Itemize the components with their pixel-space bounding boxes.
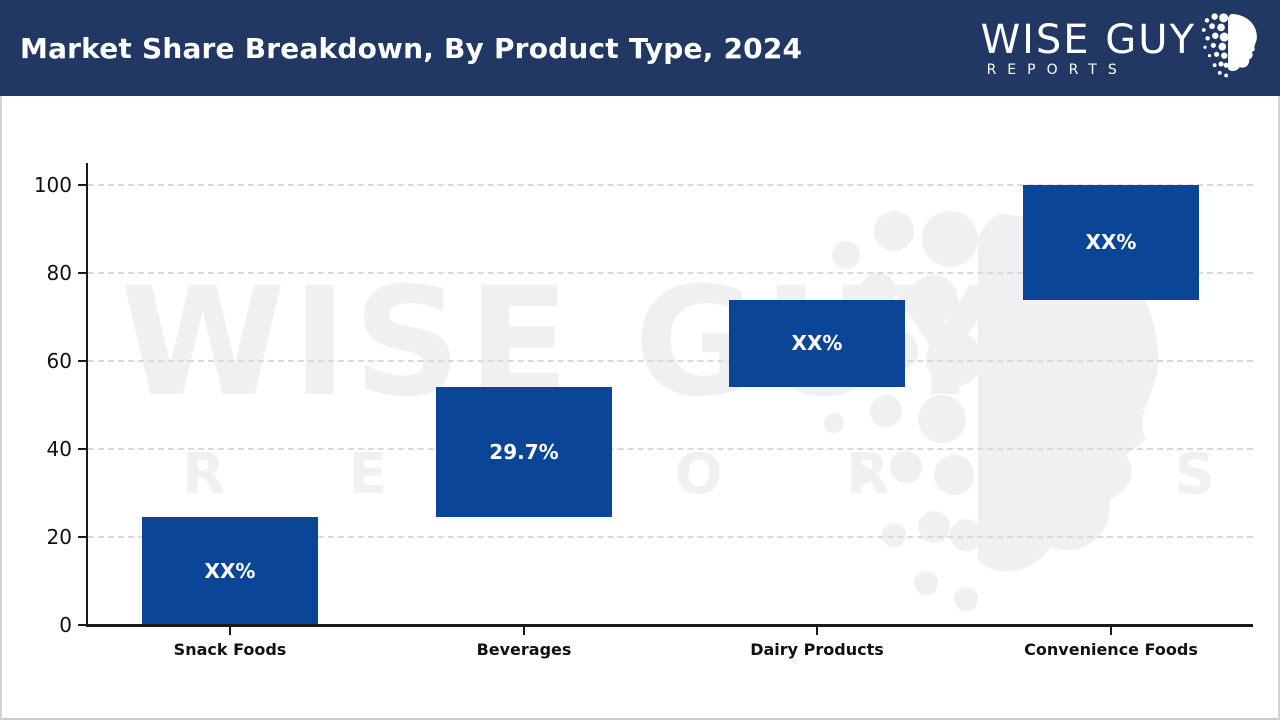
y-tick-mark xyxy=(78,360,86,362)
y-tick-label: 40 xyxy=(46,437,72,461)
watermark-head-dots-icon xyxy=(790,185,1190,649)
gridline xyxy=(88,272,1253,274)
gridline xyxy=(88,184,1253,186)
x-tick-label: Snack Foods xyxy=(173,640,287,659)
y-tick-label: 0 xyxy=(59,613,72,637)
y-tick-label: 20 xyxy=(46,525,72,549)
gridline xyxy=(88,360,1253,362)
page-title: Market Share Breakdown, By Product Type,… xyxy=(20,31,803,65)
x-tick-label: Dairy Products xyxy=(750,640,884,659)
y-tick-mark xyxy=(78,624,86,626)
x-tick-label: Convenience Foods xyxy=(1024,640,1198,659)
y-axis-spine xyxy=(86,163,88,625)
y-tick-mark xyxy=(78,272,86,274)
x-tick-label: Beverages xyxy=(476,640,572,659)
bar-value-label: XX% xyxy=(791,331,843,356)
bar-value-label: 29.7% xyxy=(489,439,559,464)
x-axis-spine xyxy=(86,624,1253,627)
x-tick-mark xyxy=(1110,627,1112,635)
bar-segment xyxy=(729,299,905,387)
y-tick-mark xyxy=(78,536,86,538)
gridline xyxy=(88,536,1253,538)
y-tick-label: 80 xyxy=(46,261,72,285)
bar-segment xyxy=(142,517,318,625)
x-tick-mark xyxy=(816,627,818,635)
brand-logo-secondary: REPORTS xyxy=(986,61,1128,78)
y-tick-mark xyxy=(78,448,86,450)
brand-logo: WISE GUY REPORTS xyxy=(981,7,1262,89)
brand-logo-text: WISE GUY REPORTS xyxy=(981,19,1196,78)
bar-segment xyxy=(436,386,612,518)
brand-logo-primary: WISE GUY xyxy=(980,16,1196,63)
bar-value-label: XX% xyxy=(1085,230,1137,255)
bar-segment xyxy=(1023,185,1199,300)
header-bar: Market Share Breakdown, By Product Type,… xyxy=(0,0,1280,96)
y-tick-label: 60 xyxy=(46,349,72,373)
x-tick-mark xyxy=(523,627,525,635)
bar-value-label: XX% xyxy=(204,559,256,584)
y-tick-label: 100 xyxy=(33,173,72,197)
gridline xyxy=(88,448,1253,450)
x-tick-mark xyxy=(229,627,231,635)
head-profile-icon xyxy=(1198,7,1262,89)
y-tick-mark xyxy=(78,184,86,186)
